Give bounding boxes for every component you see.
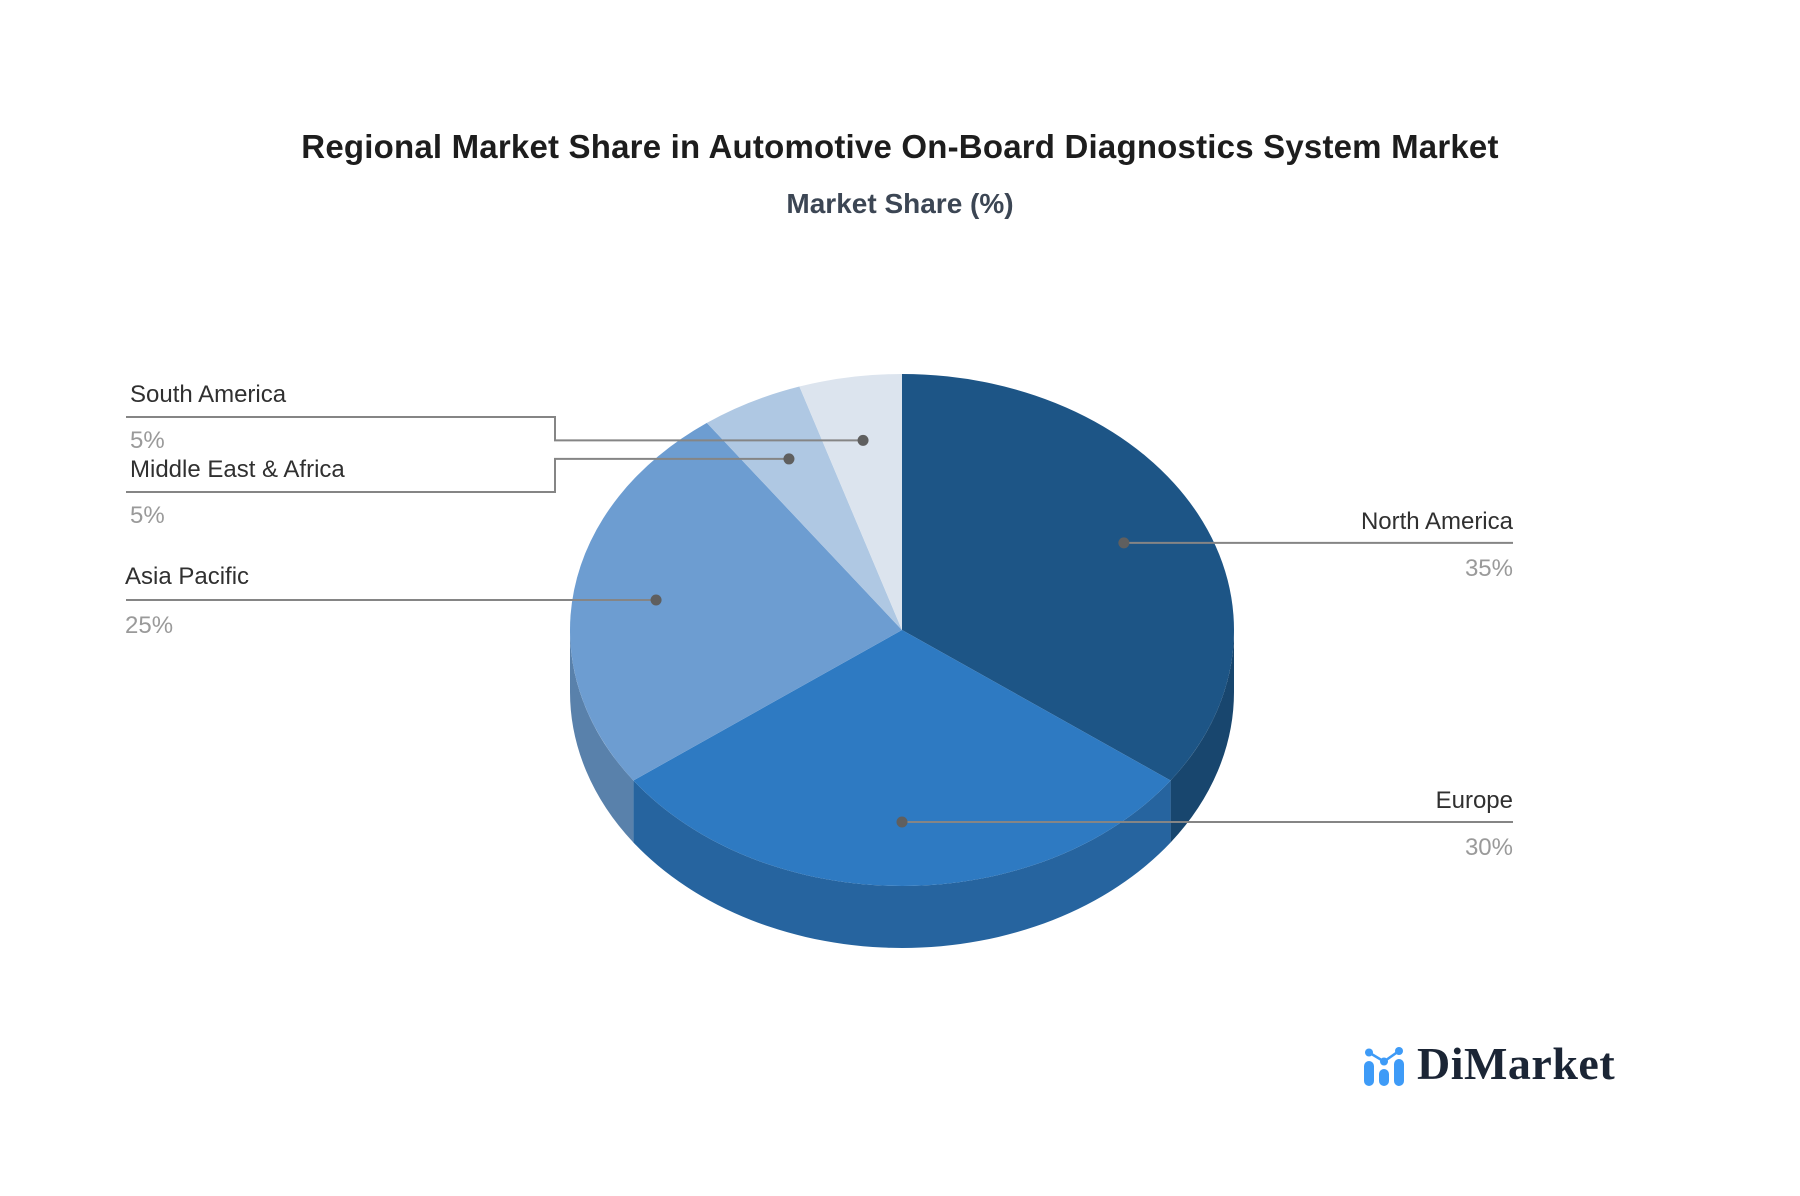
pie-slice-south-america[interactable] bbox=[799, 374, 902, 630]
slice-pct-north-america: 35% bbox=[1465, 555, 1513, 582]
slice-label-middle-east-africa: Middle East & Africa bbox=[130, 456, 345, 483]
chart-subtitle: Market Share (%) bbox=[786, 188, 1014, 219]
slice-label-europe: Europe bbox=[1436, 787, 1513, 814]
brand-logo: DiMarket bbox=[1362, 1038, 1616, 1089]
leader-line-south-america bbox=[126, 416, 864, 442]
slice-pct-europe: 30% bbox=[1465, 834, 1513, 861]
leader-dot-asia-pacific bbox=[650, 594, 662, 606]
brand-logo-text: DiMarket bbox=[1417, 1038, 1616, 1089]
leader-dot-middle-east-africa bbox=[783, 453, 795, 465]
slice-pct-south-america: 5% bbox=[130, 427, 165, 454]
pie-slice-middle-east-africa[interactable] bbox=[706, 386, 902, 630]
leader-dot-north-america bbox=[1118, 537, 1130, 549]
pie-slice-north-america[interactable] bbox=[902, 374, 1234, 781]
pie-slice-side-asia-pacific bbox=[570, 630, 634, 843]
chart-title: Regional Market Share in Automotive On-B… bbox=[301, 128, 1499, 165]
pie-slice-asia-pacific[interactable] bbox=[570, 422, 902, 781]
slice-label-north-america: North America bbox=[1361, 508, 1514, 535]
bar-chart-trend-icon bbox=[1364, 1047, 1404, 1086]
pie-slice-side-europe bbox=[633, 780, 1171, 948]
leader-dot-europe bbox=[896, 816, 908, 828]
pie-slice-side-north-america bbox=[1170, 630, 1234, 843]
slice-pct-asia-pacific: 25% bbox=[125, 612, 173, 639]
leader-line-middle-east-africa bbox=[126, 457, 789, 493]
slice-pct-middle-east-africa: 5% bbox=[130, 502, 165, 529]
leader-dot-south-america bbox=[857, 434, 869, 446]
slice-label-asia-pacific: Asia Pacific bbox=[125, 563, 249, 590]
slice-label-south-america: South America bbox=[130, 381, 287, 408]
